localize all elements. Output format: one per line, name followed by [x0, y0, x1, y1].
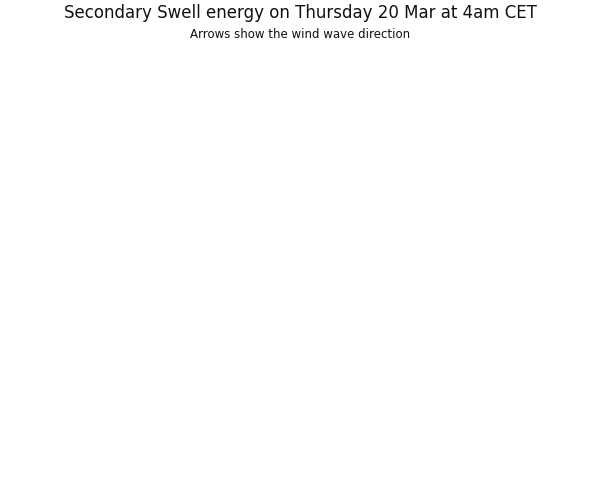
Text: Arrows show the wind wave direction: Arrows show the wind wave direction	[191, 28, 410, 41]
Text: Secondary Swell energy on Thursday 20 Mar at 4am CET: Secondary Swell energy on Thursday 20 Ma…	[64, 5, 537, 22]
